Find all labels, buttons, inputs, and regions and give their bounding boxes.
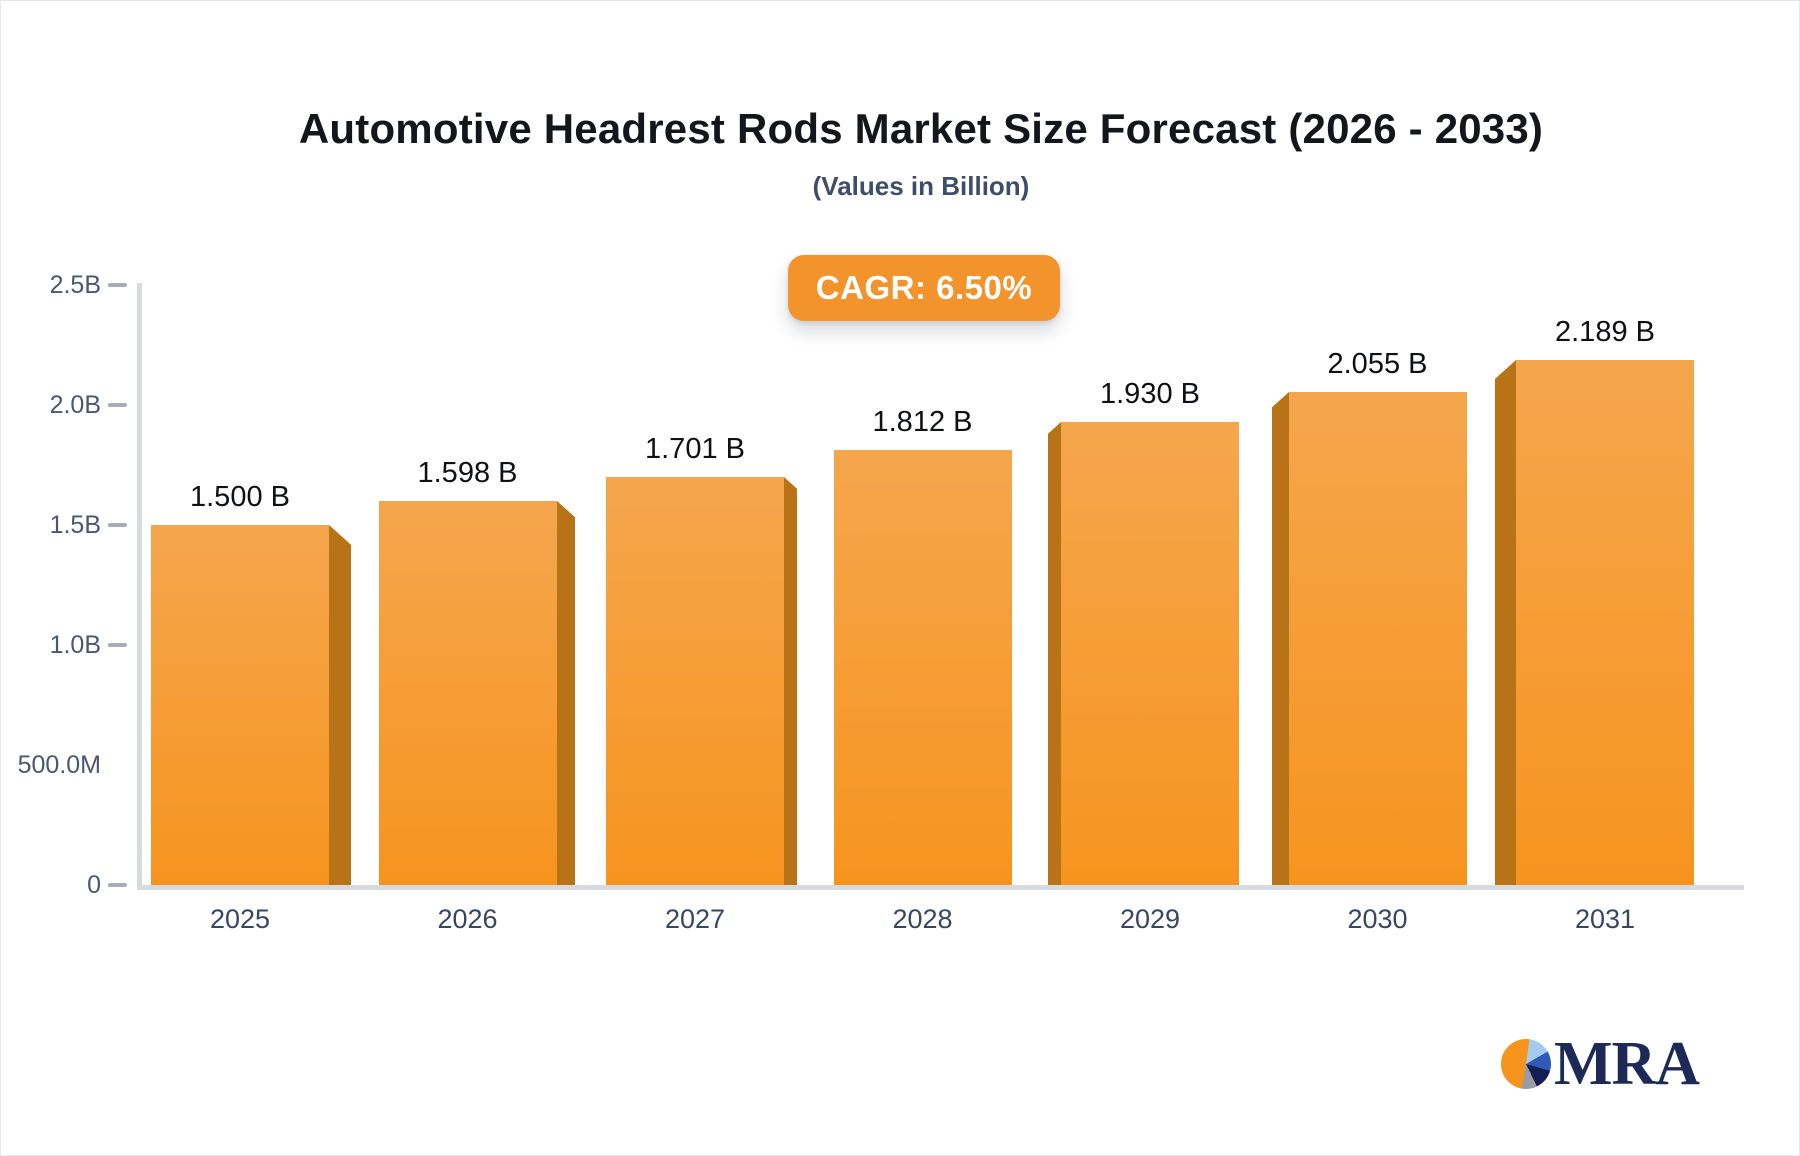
chart-subtitle: (Values in Billion) xyxy=(812,171,1030,201)
bar-value-label: 1.598 B xyxy=(417,457,518,489)
bar-value-label: 1.930 B xyxy=(1100,378,1200,410)
bar-2029 xyxy=(1048,422,1239,885)
x-axis-line xyxy=(137,885,1744,890)
x-tick-label: 2029 xyxy=(1119,904,1181,934)
bar-value-label: 2.189 B xyxy=(1555,316,1655,348)
y-tick-mark xyxy=(108,643,127,647)
y-tick-mark xyxy=(108,403,127,407)
y-tick-label: 2.5B xyxy=(49,271,101,299)
bar-side-face xyxy=(1495,360,1516,885)
bars-layer xyxy=(142,285,1744,885)
bar-value-label: 1.701 B xyxy=(645,433,745,465)
bar-side-face xyxy=(556,501,575,885)
y-axis-line xyxy=(137,283,142,889)
bar-side-face xyxy=(1048,422,1061,885)
bar-2028 xyxy=(833,450,1012,885)
brand-logo-text: MRA xyxy=(1554,1030,1700,1098)
cagr-badge-label: CAGR: 6.50% xyxy=(815,269,1033,306)
bar-side-face xyxy=(784,477,797,885)
chart-title: Automotive Headrest Rods Market Size For… xyxy=(298,105,1544,152)
bar-value-label: 1.500 B xyxy=(190,481,290,513)
bar-2026 xyxy=(378,501,575,885)
x-tick-label: 2030 xyxy=(1347,904,1408,934)
y-tick-label: 2.0B xyxy=(49,391,101,419)
bar-value-label: 1.812 B xyxy=(872,406,973,438)
brand-logo: MRA xyxy=(1501,1030,1700,1098)
pie-chart-icon xyxy=(1501,1039,1551,1089)
y-tick-mark xyxy=(108,883,127,887)
y-tick-label: 1.5B xyxy=(49,511,101,539)
x-tick-label: 2025 xyxy=(209,904,271,934)
cagr-badge: CAGR: 6.50% xyxy=(788,255,1060,321)
bar-side-face xyxy=(329,525,351,885)
y-tick-label: 500.0M xyxy=(17,751,101,779)
bar-2031 xyxy=(1495,360,1694,885)
y-tick-mark xyxy=(108,523,127,527)
bar-2030 xyxy=(1271,392,1467,885)
bar-2025 xyxy=(151,525,351,885)
bar-side-face xyxy=(1271,392,1289,885)
bar-value-label: 2.055 B xyxy=(1327,348,1428,380)
x-tick-label: 2028 xyxy=(892,904,953,934)
y-tick-label: 1.0B xyxy=(49,631,101,659)
x-tick-label: 2026 xyxy=(437,904,498,934)
x-tick-label: 2031 xyxy=(1574,904,1636,934)
x-tick-label: 2027 xyxy=(664,904,726,934)
bar-2027 xyxy=(606,477,797,885)
y-tick-mark xyxy=(108,283,127,287)
y-tick-label: 0 xyxy=(87,871,101,899)
